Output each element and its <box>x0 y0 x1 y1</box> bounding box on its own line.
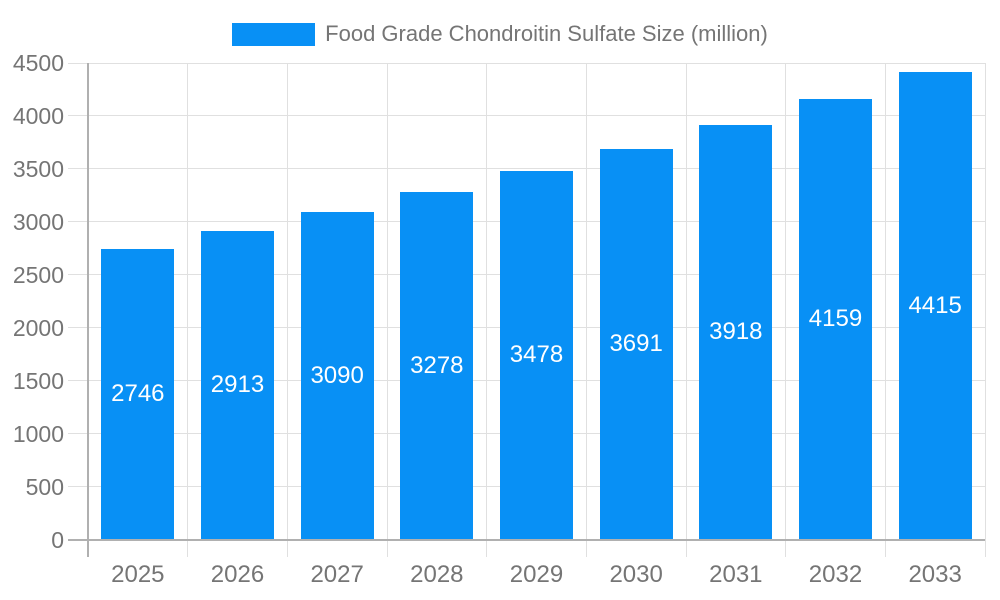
bar-value-label: 3278 <box>410 351 464 379</box>
bar-value-label: 3090 <box>310 361 364 389</box>
bar[interactable] <box>101 248 175 540</box>
y-axis-label: 0 <box>51 526 64 553</box>
x-axis-label: 2028 <box>410 561 464 588</box>
bar[interactable] <box>599 148 673 540</box>
y-axis-label: 2500 <box>12 261 64 288</box>
bar-value-label: 3918 <box>709 318 763 346</box>
bar[interactable] <box>500 171 573 540</box>
y-axis-line <box>87 63 89 557</box>
y-gridline <box>68 168 985 170</box>
x-gridline <box>884 63 886 557</box>
x-axis-label: 2033 <box>908 561 962 588</box>
bar-value-label: 2746 <box>111 380 165 408</box>
y-axis-label: 500 <box>25 473 64 500</box>
y-gridline <box>68 115 985 117</box>
legend-label: Food Grade Chondroitin Sulfate Size (mil… <box>325 21 768 46</box>
bar[interactable] <box>201 231 274 540</box>
x-axis-label: 2026 <box>210 561 265 588</box>
bar[interactable] <box>699 124 773 540</box>
bar-value-label: 4415 <box>908 291 962 319</box>
x-axis-label: 2032 <box>808 561 863 588</box>
y-axis-label: 4000 <box>12 102 64 129</box>
bar-value-label: 4159 <box>808 305 863 333</box>
legend-swatch <box>232 22 316 46</box>
bar[interactable] <box>400 192 474 540</box>
x-axis-label: 2027 <box>310 561 364 588</box>
x-gridline <box>486 63 488 557</box>
bar-value-label: 2913 <box>210 371 265 399</box>
x-axis-label: 2025 <box>111 561 165 588</box>
y-axis-label: 1500 <box>12 367 64 394</box>
bar-value-label: 3478 <box>509 341 564 369</box>
y-gridline <box>68 62 985 64</box>
bar[interactable] <box>898 72 972 540</box>
x-axis-label: 2030 <box>609 561 663 588</box>
y-axis-label: 1000 <box>12 420 64 447</box>
x-gridline <box>585 63 587 557</box>
x-axis-label: 2031 <box>709 561 763 588</box>
bar[interactable] <box>799 99 872 540</box>
y-axis-label: 2000 <box>12 314 64 341</box>
y-axis-label: 3000 <box>12 208 64 235</box>
x-gridline <box>785 63 787 557</box>
x-gridline <box>685 63 687 557</box>
bar-value-label: 3691 <box>609 330 663 358</box>
y-axis-label: 3500 <box>12 155 64 182</box>
x-axis-label: 2029 <box>509 561 564 588</box>
legend-item[interactable]: Food Grade Chondroitin Sulfate Size (mil… <box>232 21 768 47</box>
bar[interactable] <box>300 212 374 540</box>
x-gridline <box>386 63 388 557</box>
y-axis-label: 4500 <box>12 50 64 76</box>
x-gridline <box>187 63 189 557</box>
legend: Food Grade Chondroitin Sulfate Size (mil… <box>0 20 1000 48</box>
x-axis-line <box>68 538 985 541</box>
x-gridline <box>984 63 986 557</box>
x-gridline <box>286 63 288 557</box>
